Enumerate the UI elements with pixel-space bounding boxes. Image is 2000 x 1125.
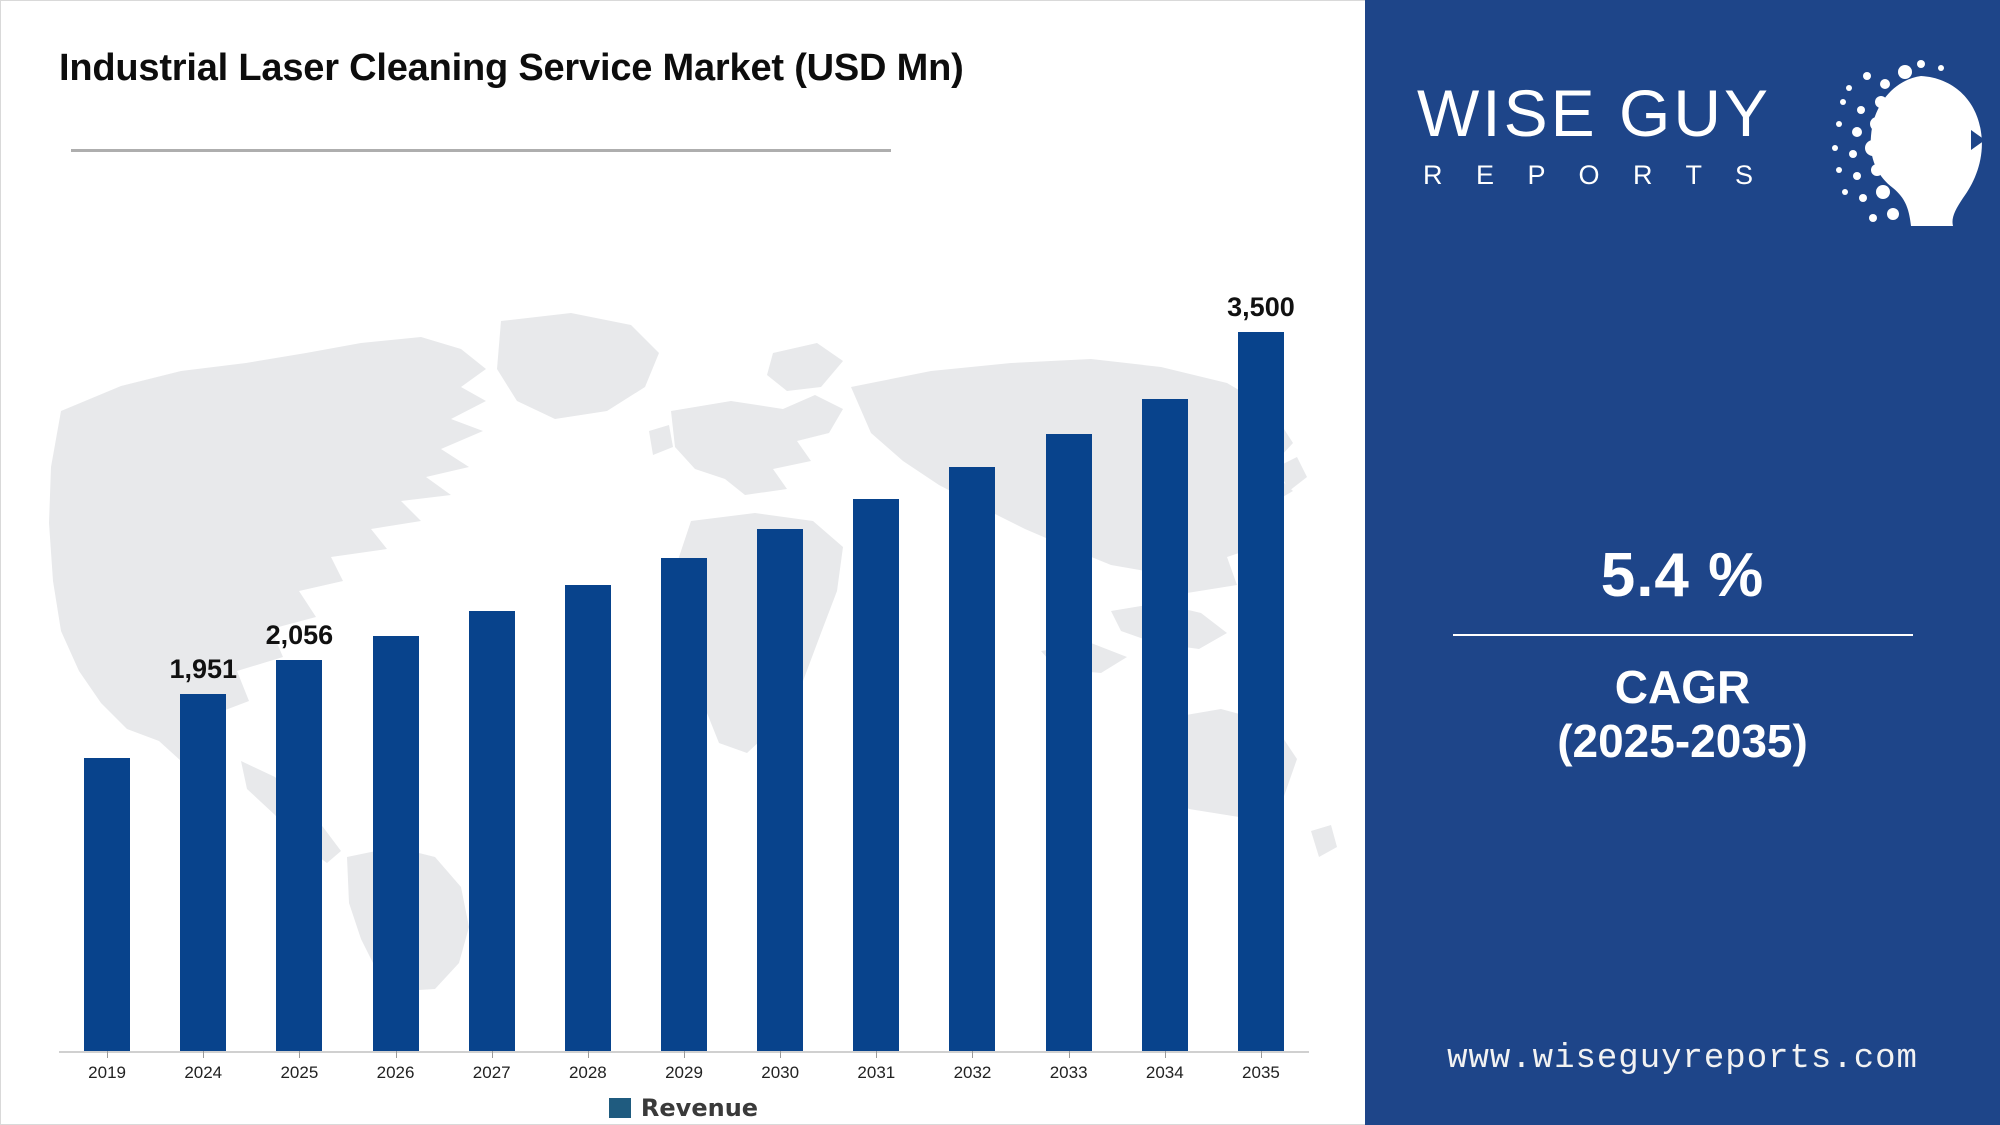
x-tick-label: 2035 [1242, 1063, 1280, 1082]
tick-mark-icon [107, 1051, 109, 1058]
bar-slot-2032[interactable] [924, 251, 1020, 1051]
x-tick-2026: 2026 [347, 1051, 443, 1095]
bar-slot-2034[interactable] [1117, 251, 1213, 1051]
tick-mark-icon [587, 1051, 589, 1058]
x-tick-2019: 2019 [59, 1051, 155, 1095]
x-tick-2034: 2034 [1117, 1051, 1213, 1095]
chart-panel: Industrial Laser Cleaning Service Market… [0, 0, 1365, 1125]
bar-2024[interactable] [180, 694, 227, 1051]
svg-text:R E P O R T S: R E P O R T S [1423, 160, 1766, 190]
cagr-label-line2: (2025-2035) [1557, 715, 1808, 768]
bar-2033[interactable] [1045, 434, 1092, 1051]
bar-slot-2027[interactable] [444, 251, 540, 1051]
bar-slot-2030[interactable] [732, 251, 828, 1051]
bar-slot-2031[interactable] [828, 251, 924, 1051]
x-tick-label: 2024 [184, 1063, 223, 1082]
bar-slot-2033[interactable] [1021, 251, 1117, 1051]
bar-slot-2026[interactable] [347, 251, 443, 1051]
svg-text:WISE GUY: WISE GUY [1417, 76, 1771, 150]
page-title: Industrial Laser Cleaning Service Market… [59, 47, 964, 89]
x-tick-2027: 2027 [444, 1051, 540, 1095]
cagr-label: CAGR (2025-2035) [1365, 660, 2000, 769]
x-tick-2024: 2024 [155, 1051, 251, 1095]
website-url[interactable]: www.wiseguyreports.com [1447, 1040, 1918, 1078]
tick-mark-icon [1164, 1051, 1166, 1058]
bar-slot-2024[interactable]: 1,951 [155, 251, 251, 1051]
legend-label-revenue: Revenue [640, 1094, 759, 1122]
x-axis-line [59, 1051, 1309, 1053]
cagr-label-line1: CAGR [1614, 661, 1751, 713]
cagr-value: 5.4 % [1600, 541, 1765, 610]
x-tick-2035: 2035 [1213, 1051, 1309, 1095]
bar-2031[interactable] [853, 499, 900, 1051]
bar-2034[interactable] [1141, 399, 1188, 1051]
x-tick-2025: 2025 [251, 1051, 347, 1095]
tick-mark-icon [972, 1051, 974, 1058]
bar-2029[interactable] [661, 558, 708, 1051]
cagr-divider [1453, 634, 1913, 636]
bar-2025[interactable] [276, 660, 323, 1051]
x-tick-label: 2030 [761, 1063, 800, 1082]
bar-2035[interactable] [1237, 332, 1284, 1051]
x-tick-label: 2031 [857, 1063, 896, 1082]
tick-mark-icon [1068, 1051, 1070, 1058]
bar-series-revenue: 1,951 2,056 [59, 251, 1309, 1051]
x-axis-tick-labels: 2019 2024 2025 2026 2027 2028 [59, 1051, 1309, 1095]
bar-value-label-2035: 3,500 [1227, 292, 1295, 322]
bar-2030[interactable] [757, 529, 804, 1051]
tick-mark-icon [876, 1051, 878, 1058]
x-tick-2030: 2030 [732, 1051, 828, 1095]
x-tick-label: 2032 [953, 1063, 992, 1082]
brand-panel: WISE GUY R E P O R T S [1365, 0, 2000, 1125]
legend-swatch-icon [608, 1098, 631, 1118]
bar-slot-2035[interactable]: 3,500 [1213, 251, 1309, 1051]
bar-slot-2028[interactable] [540, 251, 636, 1051]
tick-mark-icon [780, 1051, 782, 1058]
x-tick-label: 2026 [376, 1063, 415, 1082]
x-tick-2032: 2032 [924, 1051, 1020, 1095]
x-tick-label: 2034 [1145, 1063, 1184, 1082]
x-tick-2031: 2031 [828, 1051, 924, 1095]
tick-mark-icon [203, 1051, 205, 1058]
bar-value-label-2025: 2,056 [265, 620, 334, 650]
x-tick-label: 2025 [280, 1063, 319, 1082]
bar-2028[interactable] [564, 585, 611, 1051]
x-tick-label: 2028 [568, 1063, 607, 1082]
tick-mark-icon [491, 1051, 493, 1058]
bar-2032[interactable] [949, 467, 996, 1051]
tick-mark-icon [299, 1051, 301, 1058]
bar-value-label-2024: 1,951 [169, 654, 238, 684]
bar-slot-2029[interactable] [636, 251, 732, 1051]
tick-mark-icon [1260, 1051, 1262, 1058]
chart-legend[interactable]: Revenue [1, 1094, 1365, 1122]
bar-slot-2025[interactable]: 2,056 [251, 251, 347, 1051]
title-divider [71, 149, 891, 152]
x-tick-2028: 2028 [540, 1051, 636, 1095]
wiseguyreports-logo[interactable]: WISE GUY R E P O R T S [1365, 58, 2000, 228]
x-tick-label: 2033 [1049, 1063, 1088, 1082]
bar-2027[interactable] [468, 611, 515, 1051]
bar-2019[interactable] [84, 758, 131, 1051]
x-tick-label: 2029 [665, 1063, 703, 1082]
bar-plot: 1,951 2,056 [59, 251, 1309, 1051]
bar-slot-2019[interactable] [59, 251, 155, 1051]
x-tick-2029: 2029 [636, 1051, 732, 1095]
x-tick-label: 2027 [472, 1063, 511, 1082]
tick-mark-icon [684, 1051, 686, 1058]
tick-mark-icon [395, 1051, 397, 1058]
bar-2026[interactable] [372, 636, 419, 1051]
x-tick-label: 2019 [88, 1063, 126, 1082]
x-tick-2033: 2033 [1021, 1051, 1117, 1095]
